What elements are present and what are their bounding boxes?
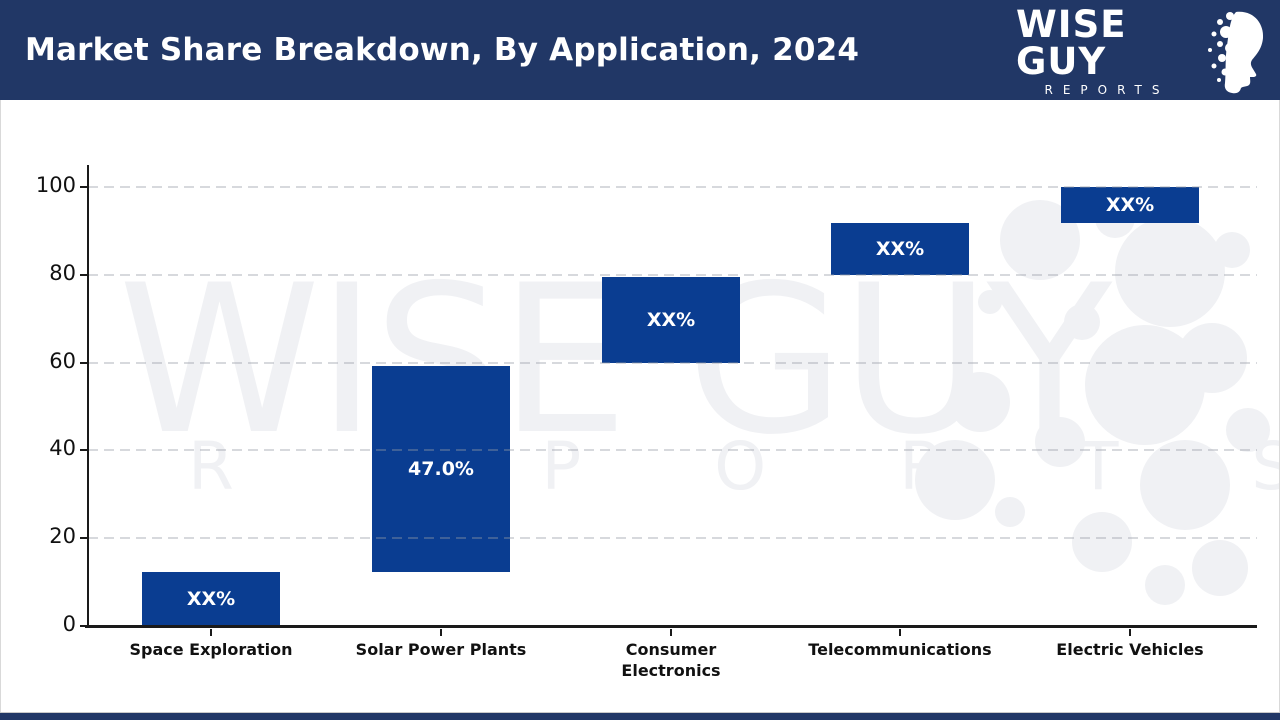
gridline-y80 — [88, 273, 1257, 276]
logo-text-wiseguy: WISE GUY — [1016, 2, 1127, 83]
xtick-mark-1 — [440, 629, 442, 636]
xtick-mark-4 — [1129, 629, 1131, 636]
ytick-label-60: 60 — [49, 348, 76, 373]
bar-segment: XX% — [831, 222, 969, 276]
bar-value-label: XX% — [186, 587, 236, 610]
ytick-label-100: 100 — [35, 173, 76, 197]
logo-face-icon — [1208, 11, 1264, 94]
bar-segment: XX% — [1061, 187, 1199, 223]
ytick-label-40: 40 — [49, 436, 76, 461]
bar-segment: XX% — [142, 572, 280, 626]
y-axis-line — [87, 165, 89, 627]
bar-segment: 47.0% — [372, 365, 510, 572]
ytick-mark-20 — [80, 537, 87, 540]
left-border — [0, 100, 1, 720]
category-label: Solar Power Plants — [355, 640, 527, 659]
gridline-y40 — [88, 449, 1257, 452]
bar-value-label: XX% — [875, 238, 925, 261]
gridline-y100 — [88, 186, 1257, 188]
ytick-mark-60 — [80, 361, 87, 364]
footer-bar — [0, 712, 1280, 720]
ytick-label-80: 80 — [49, 260, 76, 285]
ytick-mark-0 — [80, 625, 87, 627]
gridline-y20 — [88, 537, 1257, 540]
category-label: Consumer Electronics — [621, 640, 721, 680]
ytick-label-20: 20 — [49, 524, 76, 549]
ytick-mark-100 — [80, 186, 87, 188]
ytick-mark-40 — [80, 449, 87, 452]
gridline-y60 — [88, 361, 1257, 364]
xtick-mark-0 — [210, 629, 212, 636]
bar-segment: XX% — [602, 276, 740, 364]
category-label: Space Exploration — [129, 640, 293, 659]
header-bar: Market Share Breakdown, By Application, … — [0, 0, 1280, 100]
x-axis-line — [85, 625, 1257, 628]
xtick-mark-2 — [670, 629, 672, 636]
chart-title: Market Share Breakdown, By Application, … — [25, 32, 860, 68]
xtick-mark-3 — [899, 629, 901, 636]
watermark-face-icon — [915, 198, 1270, 605]
wiseguy-logo: WISE GUY REPORTS — [1016, 6, 1266, 97]
category-label: Telecommunications — [808, 640, 992, 659]
ytick-mark-80 — [80, 273, 87, 276]
logo-wordmark: WISE GUY REPORTS — [1016, 6, 1188, 97]
ytick-label-0: 0 — [62, 612, 76, 636]
bar-value-label: 47.0% — [408, 457, 474, 480]
bar-value-label: XX% — [646, 309, 696, 332]
watermark-reports: R E P O R T S — [188, 428, 1280, 505]
logo-text-reports: REPORTS — [1044, 82, 1170, 97]
category-label: Electric Vehicles — [1056, 640, 1204, 659]
bar-value-label: XX% — [1105, 193, 1155, 216]
